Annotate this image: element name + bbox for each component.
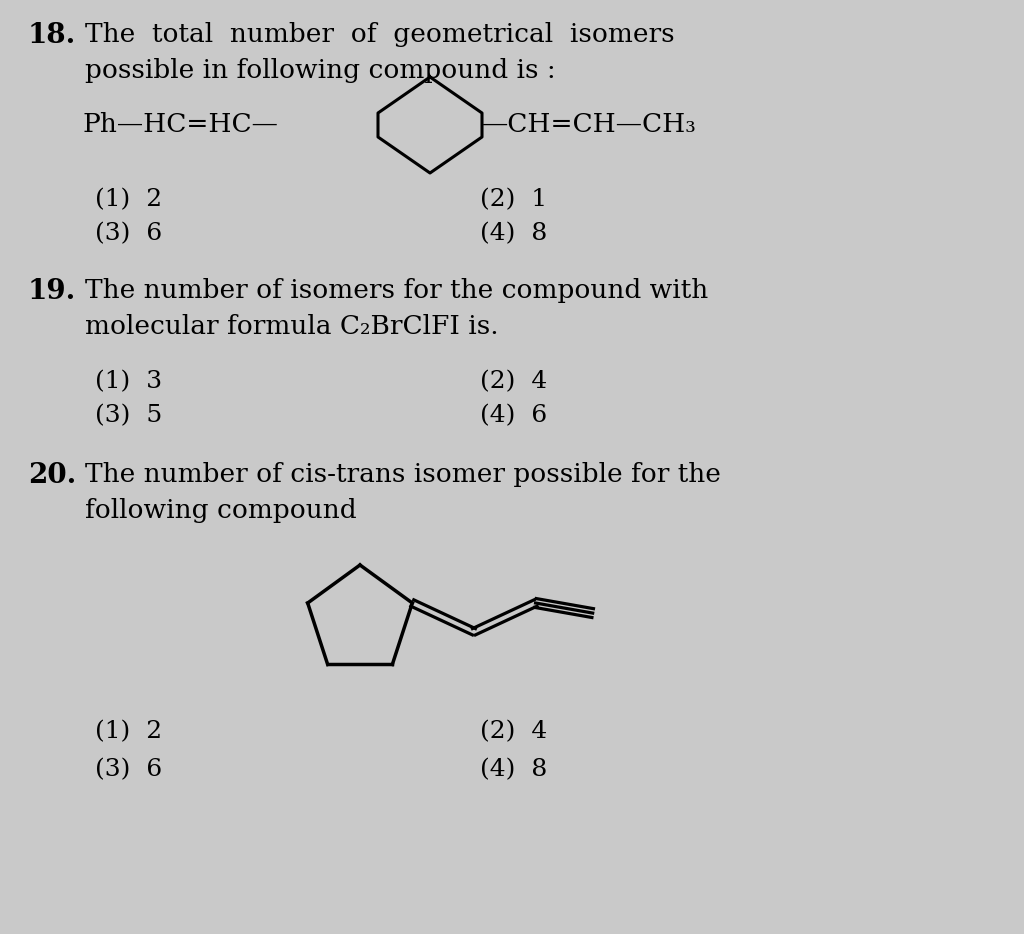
Text: 20.: 20. (28, 462, 76, 489)
Text: (4)  6: (4) 6 (480, 404, 547, 427)
Text: —CH=CH—CH₃: —CH=CH—CH₃ (482, 112, 697, 137)
Text: The number of isomers for the compound with: The number of isomers for the compound w… (85, 278, 709, 303)
Text: (2)  4: (2) 4 (480, 720, 547, 743)
Text: molecular formula C₂BrClFI is.: molecular formula C₂BrClFI is. (85, 314, 499, 339)
Text: (4)  8: (4) 8 (480, 758, 547, 781)
Text: 19.: 19. (28, 278, 76, 305)
Text: (2)  1: (2) 1 (480, 188, 547, 211)
Text: possible in following compound is :: possible in following compound is : (85, 58, 556, 83)
Text: 18.: 18. (28, 22, 76, 49)
Text: (3)  6: (3) 6 (95, 222, 162, 245)
Text: (3)  6: (3) 6 (95, 758, 162, 781)
Text: (3)  5: (3) 5 (95, 404, 162, 427)
Text: The  total  number  of  geometrical  isomers: The total number of geometrical isomers (85, 22, 675, 47)
Text: (1)  2: (1) 2 (95, 720, 162, 743)
Text: Ph—HC=HC—: Ph—HC=HC— (82, 112, 278, 137)
Text: The number of cis-trans isomer possible for the: The number of cis-trans isomer possible … (85, 462, 721, 487)
Text: (1)  3: (1) 3 (95, 370, 162, 393)
Text: (4)  8: (4) 8 (480, 222, 547, 245)
Text: (1)  2: (1) 2 (95, 188, 162, 211)
Text: following compound: following compound (85, 498, 356, 523)
Text: (2)  4: (2) 4 (480, 370, 547, 393)
